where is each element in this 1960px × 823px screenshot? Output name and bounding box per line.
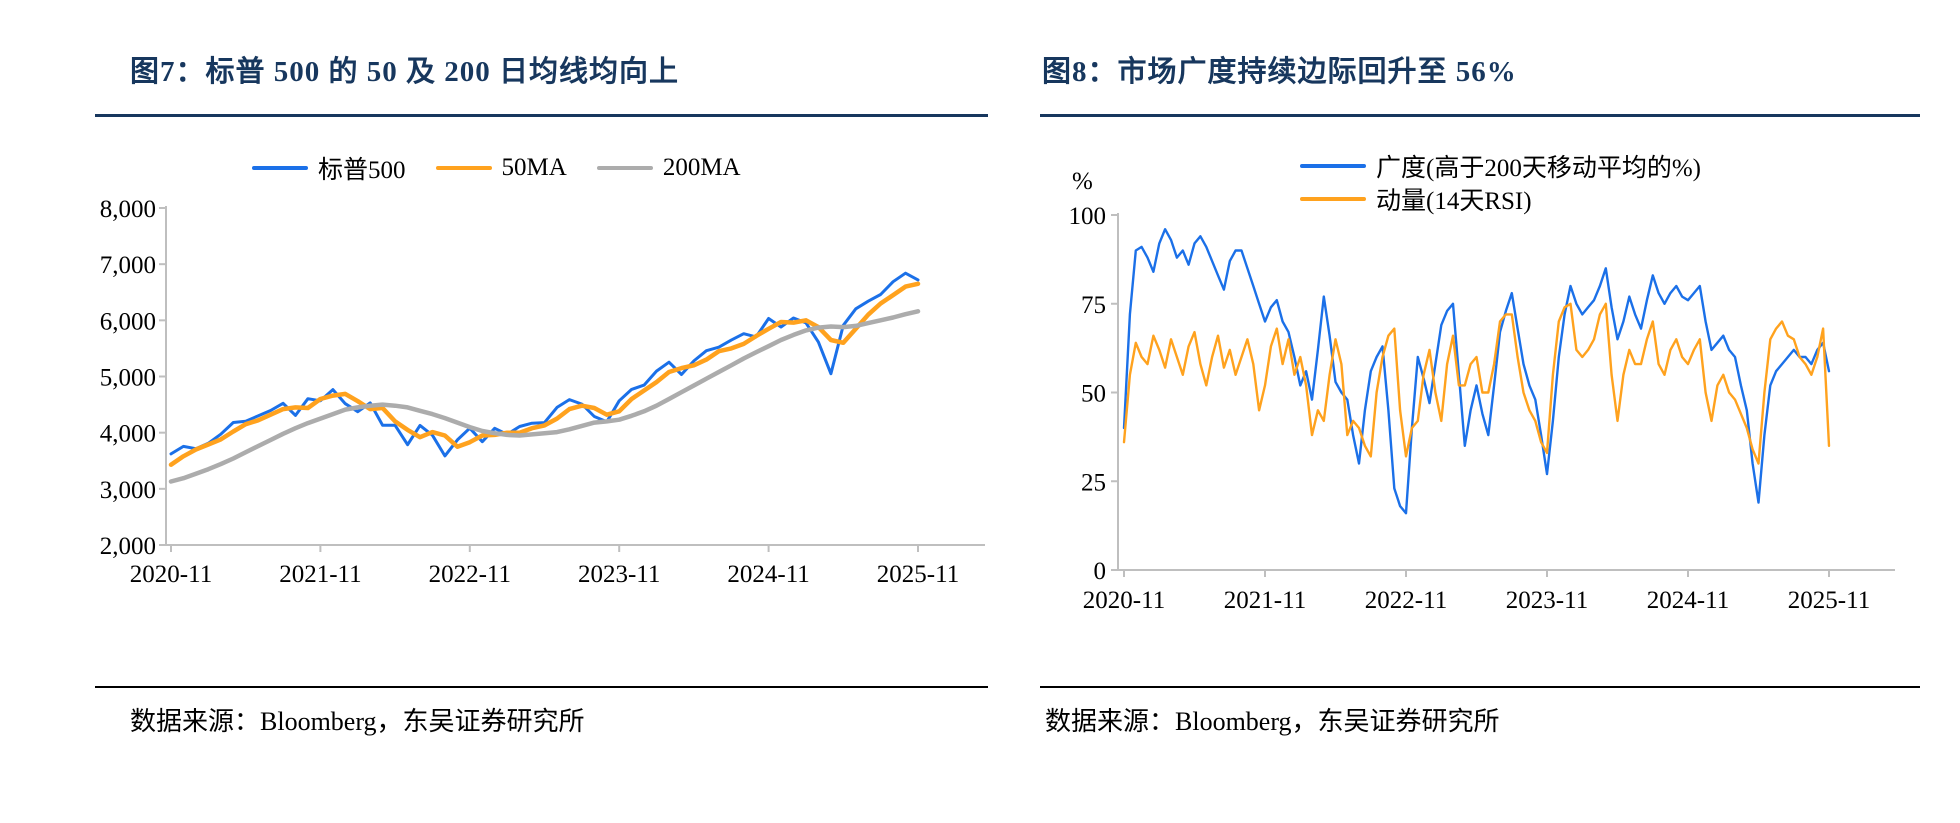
momentum-legend-label: 动量(14天RSI) xyxy=(1376,188,1532,215)
y-tick-label: 100 xyxy=(1069,203,1107,230)
figure8-y-unit-label: % xyxy=(1072,168,1093,195)
y-tick-label: 3,000 xyxy=(100,477,156,504)
y-tick-label: 5,000 xyxy=(100,365,156,392)
figure7-legend: 标普500 50MA 200MA xyxy=(252,150,771,186)
200ma-legend-label: 200MA xyxy=(662,154,741,181)
figure7-source: 数据来源：Bloomberg，东吴证券研究所 xyxy=(130,707,585,736)
figure8-legend-row-breadth: 广度(高于200天移动平均的%) xyxy=(1300,148,1731,184)
breadth-line-swatch xyxy=(1300,163,1366,169)
series-line-广度(高于200天移动平均的%) xyxy=(1122,227,1831,515)
x-tick-label: 2023-11 xyxy=(1506,587,1588,614)
50ma-line-swatch xyxy=(435,165,492,171)
momentum-line-swatch xyxy=(1300,196,1366,202)
x-tick-label: 2020-11 xyxy=(130,561,212,588)
figure8-title-rule xyxy=(1040,114,1920,117)
y-tick-label: 8,000 xyxy=(100,196,156,223)
figure7-title: 图7：标普 500 的 50 及 200 日均线均向上 xyxy=(130,56,680,88)
y-tick-label: 75 xyxy=(1081,292,1106,319)
x-tick-label: 2024-11 xyxy=(1647,587,1729,614)
y-tick-label: 6,000 xyxy=(100,308,156,335)
figure8-source: 数据来源：Bloomberg，东吴证券研究所 xyxy=(1045,707,1500,736)
figure7-legend-item-sp500: 标普500 xyxy=(252,150,406,186)
sp500-legend-label: 标普500 xyxy=(318,157,406,184)
figure7-bottom-rule xyxy=(95,686,988,688)
x-tick-label: 2025-11 xyxy=(1788,587,1870,614)
x-tick-label: 2025-11 xyxy=(877,561,959,588)
series-line-200MA xyxy=(168,309,921,484)
figure8-bottom-rule xyxy=(1040,686,1920,688)
y-tick-label: 2,000 xyxy=(100,533,156,560)
figure7-legend-item-50ma: 50MA xyxy=(435,154,567,182)
breadth-legend-label: 广度(高于200天移动平均的%) xyxy=(1376,155,1701,182)
figure7-legend-item-200ma: 200MA xyxy=(596,154,741,182)
y-tick-label: 0 xyxy=(1094,558,1107,585)
x-tick-label: 2020-11 xyxy=(1083,587,1165,614)
figure8-title: 图8：市场广度持续边际回升至 56% xyxy=(1042,56,1517,88)
series-line-动量(14天RSI) xyxy=(1122,302,1831,465)
y-tick-label: 4,000 xyxy=(100,421,156,448)
figure8-legend-row-momentum: 动量(14天RSI) xyxy=(1300,181,1562,217)
x-tick-label: 2023-11 xyxy=(578,561,660,588)
x-tick-label: 2021-11 xyxy=(279,561,361,588)
series-line-标普500 xyxy=(169,271,920,458)
figure8-legend-item-momentum: 动量(14天RSI) xyxy=(1300,181,1532,217)
x-tick-label: 2022-11 xyxy=(1365,587,1447,614)
x-tick-label: 2024-11 xyxy=(727,561,809,588)
y-tick-label: 50 xyxy=(1081,381,1106,408)
200ma-line-swatch xyxy=(596,165,653,171)
y-tick-label: 25 xyxy=(1081,469,1106,496)
figure8-legend-item-breadth: 广度(高于200天移动平均的%) xyxy=(1300,148,1701,184)
x-tick-label: 2022-11 xyxy=(429,561,511,588)
y-tick-label: 7,000 xyxy=(100,252,156,279)
figure7-title-rule xyxy=(95,114,988,117)
50ma-legend-label: 50MA xyxy=(501,154,567,181)
series-line-50MA xyxy=(168,281,921,467)
x-tick-label: 2021-11 xyxy=(1224,587,1306,614)
sp500-line-swatch xyxy=(252,165,308,171)
